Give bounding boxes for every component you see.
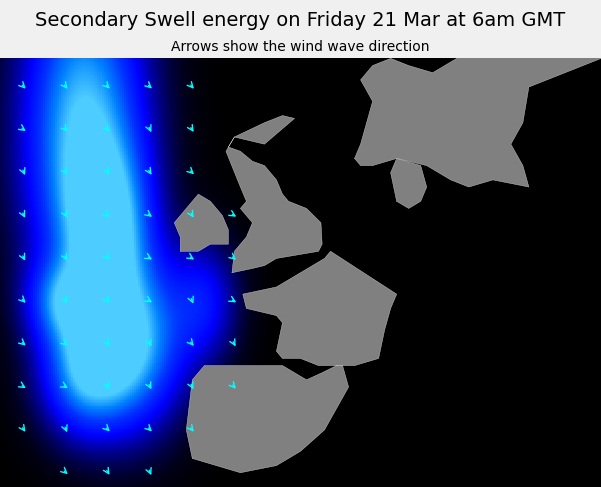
Text: Secondary Swell energy on Friday 21 Mar at 6am GMT: Secondary Swell energy on Friday 21 Mar …	[35, 11, 566, 30]
Polygon shape	[226, 115, 322, 273]
Polygon shape	[355, 0, 601, 187]
Text: Arrows show the wind wave direction: Arrows show the wind wave direction	[171, 40, 430, 54]
Polygon shape	[186, 251, 397, 473]
Polygon shape	[174, 194, 228, 251]
Polygon shape	[391, 158, 427, 208]
